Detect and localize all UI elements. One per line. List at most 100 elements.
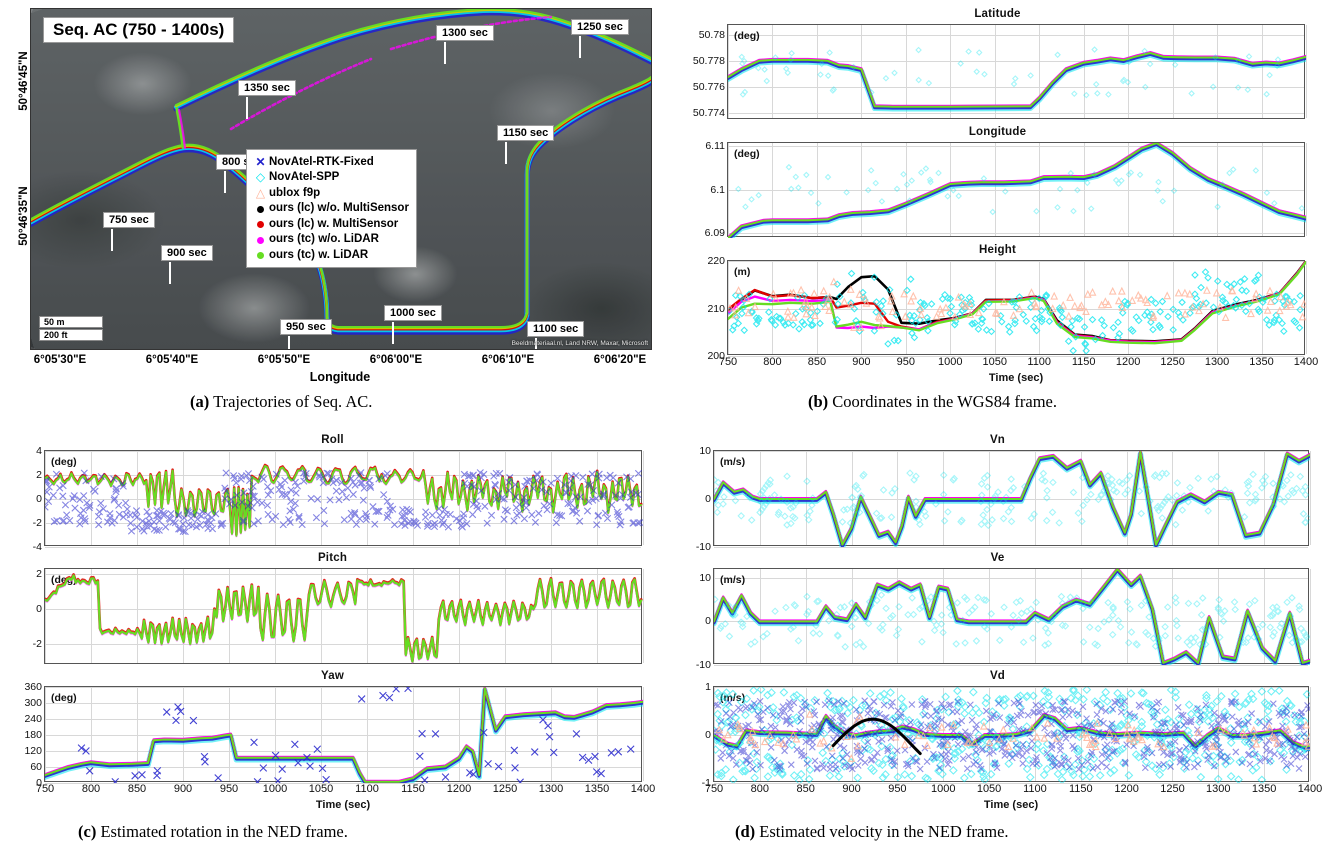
ytick-label: 0: [36, 603, 42, 616]
gridline-v: [183, 687, 184, 781]
gridline-v: [45, 569, 46, 663]
gridline-h: [45, 499, 641, 500]
xtick-label: 1200: [1114, 783, 1139, 795]
gridline-v: [597, 569, 598, 663]
gridline-v: [816, 143, 818, 236]
gridline-h: [45, 767, 641, 768]
gridline-v: [1039, 143, 1041, 236]
gridline-v: [1261, 261, 1263, 354]
gridline-v: [772, 261, 774, 354]
y-unit-label: (deg): [734, 30, 760, 42]
ytick-label: 4: [36, 445, 42, 457]
dot-marker-icon: [252, 218, 269, 230]
axes-vd[interactable]: -1 0 1 (m/s) 750 800 850 900 950 1000 1050 1100 1150…: [702, 681, 1323, 795]
panel-roll: Roll -4 -2 0 2 4 (deg): [0, 434, 665, 564]
gridline-v: [459, 569, 460, 663]
axes-roll[interactable]: -4 -2 0 2 4 (deg): [33, 445, 644, 553]
ytick-label: 2: [36, 568, 42, 581]
gridline-h: [45, 644, 641, 646]
axes-height[interactable]: 200 210 220 (m) 750 800 850 900 950 1000 1050 1100 1…: [707, 255, 1318, 368]
panel-vd: Vd -1 0 1 (m/s) 750 800 850 900 950 1000 1050 1100 11…: [665, 670, 1330, 811]
xtick-label: 900: [173, 783, 193, 795]
gridline-v: [1306, 143, 1307, 236]
gridline-v: [905, 261, 907, 354]
map-leader-line: [392, 322, 394, 344]
axes-latitude[interactable]: 50.774 50.776 50.778 50.78 (deg): [693, 24, 1307, 119]
ytick-label: 10: [699, 571, 711, 584]
xtick-label: 850: [127, 783, 147, 795]
gridline-h: [45, 687, 641, 688]
xtick-label: 1400: [630, 783, 656, 795]
legend-label: ours (tc) w/o. LiDAR: [269, 233, 379, 246]
ytick-label: -2: [32, 638, 42, 651]
axes-vn[interactable]: -10 0 10 (m/s): [696, 445, 1311, 553]
y-unit-label: (m/s): [720, 574, 746, 586]
legend-label: ours (tc) w. LiDAR: [269, 248, 369, 261]
panel-yaw: Yaw 0 60 120 180 240 300 360 (deg) 750 800 850 900 95…: [0, 670, 665, 811]
map-ytick-1: 50°46'35"N: [18, 186, 30, 246]
panel-title-roll: Roll: [321, 434, 344, 446]
map-leader-line: [246, 97, 248, 119]
gridline-v: [1172, 451, 1174, 545]
gridline-v: [943, 569, 945, 663]
gridline-h: [728, 113, 1304, 115]
ytick-label: 240: [24, 713, 42, 725]
xtick-label: 1050: [982, 356, 1008, 368]
gridline-v: [413, 687, 414, 781]
ytick-label: 120: [24, 745, 42, 757]
gridline-h: [45, 523, 641, 524]
y-unit-label: (m/s): [720, 456, 746, 468]
xtick-label: 1050: [976, 783, 1002, 795]
gridline-h: [45, 609, 641, 611]
map-leader-line: [111, 229, 113, 251]
map-xtick: 6°05'30"E: [33, 354, 87, 366]
gridline-v: [1306, 25, 1307, 118]
gridline-v: [1083, 25, 1085, 118]
xtick-label: 1300: [538, 783, 564, 795]
gridline-h: [728, 87, 1304, 89]
gridline-v: [1080, 569, 1082, 663]
map-xtick: 6°05'40"E: [145, 354, 199, 366]
trajectory-map[interactable]: Seq. AC (750 - 1400s) 50 m 200 ft Beeldm…: [30, 8, 652, 350]
panel-title-vn: Vn: [989, 434, 1006, 446]
y-unit-label: (deg): [51, 692, 77, 704]
axes-longitude[interactable]: 6.09 6.1 6.11 (deg): [705, 140, 1307, 239]
gridline-v: [1310, 569, 1311, 663]
xtick-label: 1000: [262, 783, 288, 795]
axes-yaw[interactable]: 0 60 120 180 240 300 360 (deg) 750 800 850 900 950 10…: [24, 681, 655, 795]
gridline-h: [45, 703, 641, 704]
axes-ve[interactable]: -10 0 10 (m/s): [696, 568, 1311, 671]
map-time-label: 750 sec: [103, 212, 155, 228]
ytick-label: -4: [32, 541, 42, 553]
data-layer-yaw: [45, 687, 643, 783]
gridline-v: [1128, 143, 1130, 236]
diamond-marker-icon: ◇: [255, 170, 266, 185]
ytick-label: 50.78: [698, 29, 725, 42]
map-xtick: 6°06'00"E: [369, 354, 423, 366]
gridline-v: [1126, 569, 1128, 663]
gridline-v: [643, 569, 644, 663]
gridline-h: [728, 189, 1304, 191]
legend-label: NovAtel-RTK-Fixed: [269, 155, 374, 168]
axes-pitch[interactable]: -2 0 2 (deg): [33, 568, 644, 664]
ytick-label: 6.09: [704, 226, 725, 239]
data-layer-pitch: [45, 573, 643, 664]
caption-a: (a) Trajectories of Seq. AC.: [190, 392, 372, 412]
gridline-v: [1083, 143, 1085, 236]
gridline-h: [45, 783, 641, 784]
xtick-label: 1350: [1251, 783, 1277, 795]
caption-a-text: Trajectories of Seq. AC.: [209, 392, 373, 411]
panel-title-vd: Vd: [989, 670, 1006, 682]
gridline-v: [897, 451, 899, 545]
panel-title-pitch: Pitch: [317, 552, 348, 564]
xtick-label: 900: [852, 356, 871, 368]
caption-b: (b) Coordinates in the WGS84 frame.: [808, 392, 1057, 412]
map-leader-line: [169, 262, 171, 284]
map-leader-line: [505, 142, 507, 164]
ytick-label: 6.11: [705, 140, 725, 153]
legend-item-ours-lc-w-multisensor: ours (lc) w. MultiSensor: [252, 216, 409, 232]
ytick-label: 50.776: [692, 81, 725, 94]
gridline-v: [897, 569, 899, 663]
gridline-v: [861, 261, 863, 354]
ytick-label: 0: [705, 615, 711, 628]
